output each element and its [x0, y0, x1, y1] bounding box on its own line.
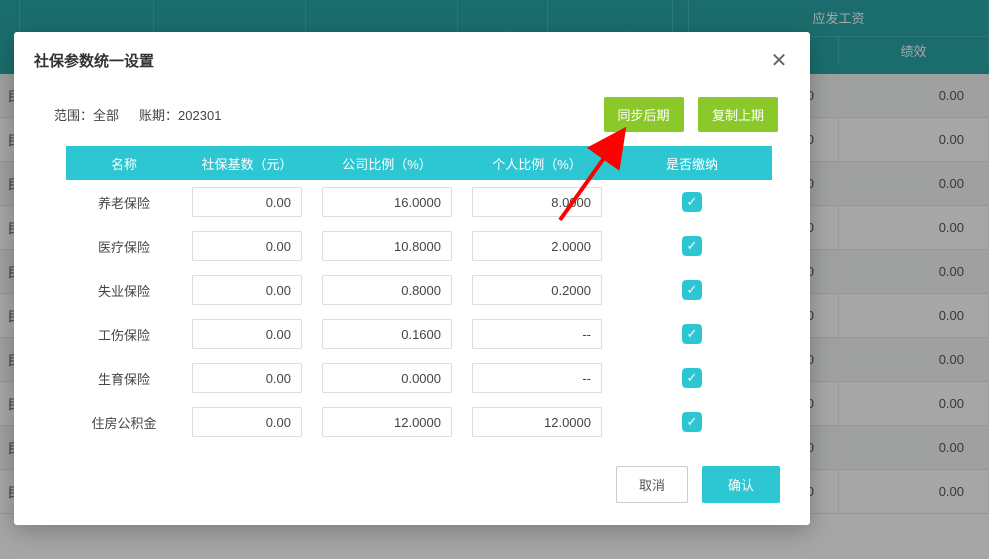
modal-header: 社保参数统一设置 ✕ — [14, 32, 810, 85]
row-enabled-cell: ✓ — [612, 412, 772, 432]
copy-previous-button[interactable]: 复制上期 — [698, 97, 778, 132]
enabled-checkbox[interactable]: ✓ — [682, 280, 702, 300]
personal-rate-input[interactable] — [472, 407, 602, 437]
row-personal-cell — [462, 407, 612, 437]
company-rate-input[interactable] — [322, 275, 452, 305]
row-personal-cell — [462, 363, 612, 393]
base-input[interactable] — [192, 275, 302, 305]
insurance-row: 养老保险 ✓ — [66, 180, 772, 224]
base-input[interactable] — [192, 231, 302, 261]
row-company-cell — [312, 363, 462, 393]
base-input[interactable] — [192, 319, 302, 349]
company-rate-input[interactable] — [322, 363, 452, 393]
row-name: 失业保险 — [66, 281, 182, 300]
row-company-cell — [312, 319, 462, 349]
row-personal-cell — [462, 231, 612, 261]
row-base-cell — [182, 275, 312, 305]
scope-text: 范围：全部 — [54, 105, 119, 124]
period-label: 账期： — [139, 108, 178, 123]
th-name: 名称 — [66, 146, 182, 180]
modal-toolbar-actions: 同步后期 复制上期 — [604, 97, 778, 132]
th-enabled: 是否缴纳 — [612, 146, 772, 180]
modal-footer: 取消 确认 — [14, 444, 810, 503]
scope-label: 范围： — [54, 108, 93, 123]
period-text: 账期：202301 — [139, 105, 221, 124]
insurance-row: 住房公积金 ✓ — [66, 400, 772, 444]
row-name: 生育保险 — [66, 369, 182, 388]
row-enabled-cell: ✓ — [612, 324, 772, 344]
row-company-cell — [312, 231, 462, 261]
close-icon[interactable]: ✕ — [768, 48, 790, 73]
base-input[interactable] — [192, 187, 302, 217]
row-enabled-cell: ✓ — [612, 236, 772, 256]
sync-later-button[interactable]: 同步后期 — [604, 97, 684, 132]
row-base-cell — [182, 187, 312, 217]
insurance-table: 名称 社保基数（元） 公司比例（%） 个人比例（%） 是否缴纳 养老保险✓医疗保… — [66, 146, 772, 444]
row-company-cell — [312, 407, 462, 437]
enabled-checkbox[interactable]: ✓ — [682, 412, 702, 432]
insurance-row: 生育保险 ✓ — [66, 356, 772, 400]
scope-value: 全部 — [93, 108, 119, 123]
enabled-checkbox[interactable]: ✓ — [682, 192, 702, 212]
row-base-cell — [182, 363, 312, 393]
row-personal-cell — [462, 187, 612, 217]
company-rate-input[interactable] — [322, 319, 452, 349]
personal-rate-input[interactable] — [472, 319, 602, 349]
insurance-table-body: 养老保险 ✓ 医疗保险 ✓ 失业保险 ✓ 工伤保险 ✓ 生育保险 ✓ 住房公积金 ✓ — [66, 180, 772, 444]
enabled-checkbox[interactable]: ✓ — [682, 368, 702, 388]
base-input[interactable] — [192, 363, 302, 393]
personal-rate-input[interactable] — [472, 187, 602, 217]
row-company-cell — [312, 275, 462, 305]
th-personal-rate: 个人比例（%） — [462, 146, 612, 180]
row-name: 医疗保险 — [66, 237, 182, 256]
enabled-checkbox[interactable]: ✓ — [682, 236, 702, 256]
row-enabled-cell: ✓ — [612, 192, 772, 212]
row-name: 工伤保险 — [66, 325, 182, 344]
social-insurance-settings-modal: 社保参数统一设置 ✕ 范围：全部 账期：202301 同步后期 复制上期 名称 … — [14, 32, 810, 525]
row-base-cell — [182, 407, 312, 437]
cancel-button[interactable]: 取消 — [616, 466, 688, 503]
personal-rate-input[interactable] — [472, 363, 602, 393]
modal-scope-period: 范围：全部 账期：202301 — [54, 105, 221, 124]
row-name: 养老保险 — [66, 193, 182, 212]
personal-rate-input[interactable] — [472, 231, 602, 261]
period-value: 202301 — [178, 108, 221, 123]
modal-toolbar: 范围：全部 账期：202301 同步后期 复制上期 — [14, 85, 810, 142]
row-company-cell — [312, 187, 462, 217]
company-rate-input[interactable] — [322, 407, 452, 437]
confirm-button[interactable]: 确认 — [702, 466, 780, 503]
modal-title: 社保参数统一设置 — [34, 50, 154, 71]
row-enabled-cell: ✓ — [612, 280, 772, 300]
company-rate-input[interactable] — [322, 187, 452, 217]
row-name: 住房公积金 — [66, 413, 182, 432]
row-base-cell — [182, 319, 312, 349]
row-base-cell — [182, 231, 312, 261]
row-enabled-cell: ✓ — [612, 368, 772, 388]
th-base: 社保基数（元） — [182, 146, 312, 180]
company-rate-input[interactable] — [322, 231, 452, 261]
row-personal-cell — [462, 275, 612, 305]
insurance-row: 工伤保险 ✓ — [66, 312, 772, 356]
personal-rate-input[interactable] — [472, 275, 602, 305]
insurance-row: 医疗保险 ✓ — [66, 224, 772, 268]
enabled-checkbox[interactable]: ✓ — [682, 324, 702, 344]
row-personal-cell — [462, 319, 612, 349]
th-company-rate: 公司比例（%） — [312, 146, 462, 180]
insurance-table-header: 名称 社保基数（元） 公司比例（%） 个人比例（%） 是否缴纳 — [66, 146, 772, 180]
base-input[interactable] — [192, 407, 302, 437]
insurance-row: 失业保险 ✓ — [66, 268, 772, 312]
